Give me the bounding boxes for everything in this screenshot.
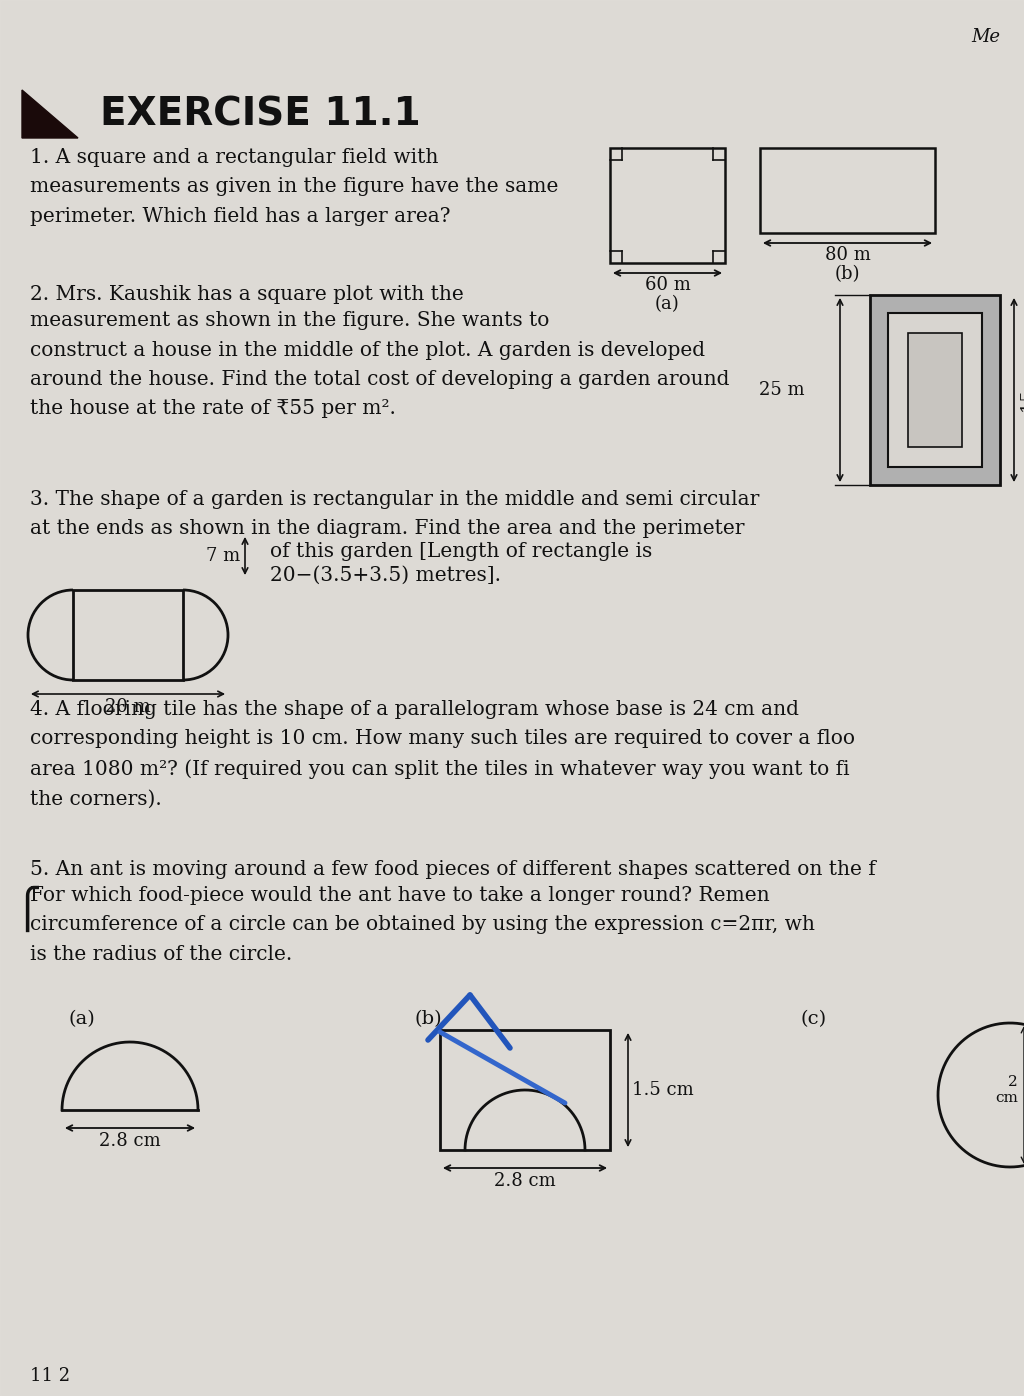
Text: (a): (a)	[655, 295, 680, 313]
Text: 3. The shape of a garden is rectangular in the middle and semi circular
at the e: 3. The shape of a garden is rectangular …	[30, 490, 760, 539]
Text: 1.5 cm: 1.5 cm	[632, 1081, 693, 1099]
Text: 15 m: 15 m	[1021, 367, 1024, 413]
Text: ⎧: ⎧	[12, 886, 41, 933]
Text: 20−(3.5+3.5) metres].: 20−(3.5+3.5) metres].	[270, 565, 501, 585]
Bar	[760, 148, 935, 233]
Text: 25 m: 25 m	[760, 381, 805, 399]
Bar	[888, 313, 982, 468]
Text: (a): (a)	[68, 1009, 95, 1027]
Text: Me: Me	[971, 28, 1000, 46]
Text: 80 m: 80 m	[824, 246, 870, 264]
Text: 2.8 cm: 2.8 cm	[495, 1173, 556, 1189]
Text: 4. A flooring tile has the shape of a parallelogram whose base is 24 cm and
corr: 4. A flooring tile has the shape of a pa…	[30, 699, 855, 808]
Text: EXERCISE 11.1: EXERCISE 11.1	[100, 96, 421, 134]
Text: (c): (c)	[800, 1009, 826, 1027]
Text: 5. An ant is moving around a few food pieces of different shapes scattered on th: 5. An ant is moving around a few food pi…	[30, 860, 876, 879]
Bar	[610, 148, 725, 262]
Text: 60 m: 60 m	[644, 276, 690, 295]
Text: measurement as shown in the figure. She wants to
construct a house in the middle: measurement as shown in the figure. She …	[30, 311, 729, 419]
Bar	[908, 334, 962, 447]
Text: of this garden [Length of rectangle is: of this garden [Length of rectangle is	[270, 542, 652, 561]
Text: 1. A square and a rectangular field with
measurements as given in the figure hav: 1. A square and a rectangular field with…	[30, 148, 558, 226]
Text: For which food-piece would the ant have to take a longer round? Remen
circumfere: For which food-piece would the ant have …	[30, 886, 815, 965]
Text: 2
cm: 2 cm	[995, 1075, 1018, 1106]
Bar	[73, 591, 183, 680]
Polygon shape	[22, 89, 78, 138]
Text: 2. Mrs. Kaushik has a square plot with the: 2. Mrs. Kaushik has a square plot with t…	[30, 285, 464, 304]
Text: 2.8 cm: 2.8 cm	[99, 1132, 161, 1150]
Text: (b): (b)	[835, 265, 860, 283]
Bar	[870, 295, 1000, 484]
Text: (b): (b)	[415, 1009, 442, 1027]
Text: 11 2: 11 2	[30, 1367, 70, 1385]
Text: 20 m: 20 m	[105, 698, 151, 716]
Text: 7 m: 7 m	[206, 547, 240, 565]
Bar	[440, 1030, 610, 1150]
